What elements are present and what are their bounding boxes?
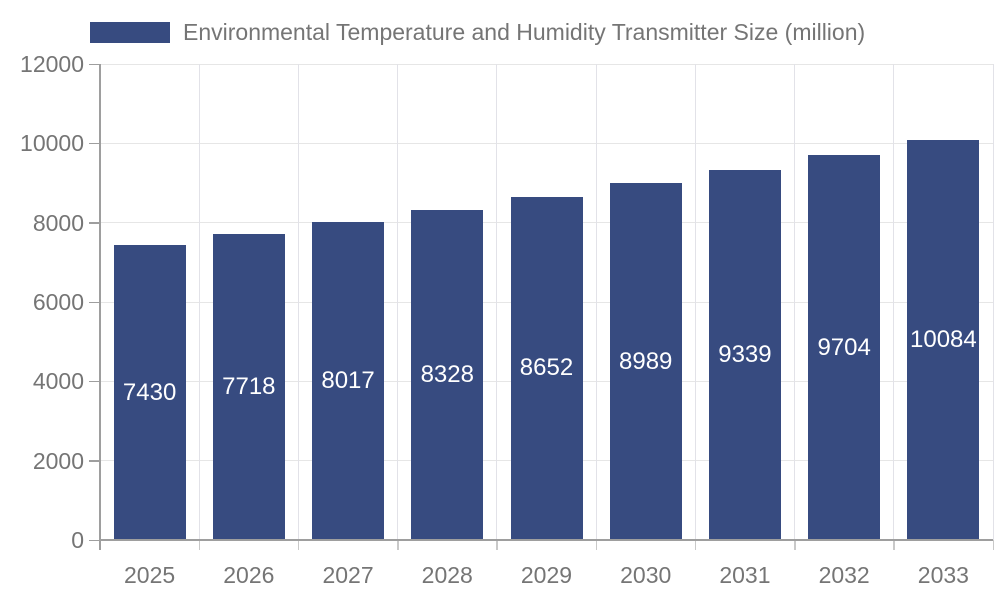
legend-label: Environmental Temperature and Humidity T… <box>183 19 866 45</box>
bar <box>907 140 980 540</box>
category-separator-line <box>496 64 498 540</box>
legend-item[interactable]: Environmental Temperature and Humidity T… <box>90 16 865 48</box>
y-axis-tick <box>89 460 100 462</box>
category-separator-line <box>297 64 299 540</box>
category-separator-line <box>992 64 994 540</box>
y-gridline <box>100 142 993 144</box>
category-separator-line <box>595 64 597 540</box>
x-axis-tick-label: 2029 <box>520 562 573 588</box>
bar-value-label: 8328 <box>420 360 474 388</box>
y-axis-tick <box>89 222 100 224</box>
bar <box>510 196 583 540</box>
y-axis-tick-label: 6000 <box>32 289 84 315</box>
y-axis-tick-label: 2000 <box>32 447 84 474</box>
bar-value-label: 8017 <box>321 366 375 394</box>
category-separator-line <box>694 64 696 540</box>
y-gridline <box>100 63 993 65</box>
category-separator-line <box>397 64 399 540</box>
x-axis-line <box>100 539 993 541</box>
y-axis-tick-label: 8000 <box>32 209 84 236</box>
bar <box>312 221 385 540</box>
x-axis-tick <box>397 540 399 550</box>
y-axis-tick-label: 4000 <box>32 368 84 395</box>
x-axis-tick-label: 2030 <box>620 562 672 588</box>
y-axis-tick <box>89 142 100 145</box>
bar-value-label: 7430 <box>122 378 177 406</box>
y-axis-tick-label: 12000 <box>20 51 84 77</box>
y-axis-tick <box>89 63 100 65</box>
x-axis-tick <box>297 540 300 550</box>
x-axis-tick-label: 2025 <box>124 562 176 588</box>
bar-value-label: 9339 <box>718 340 772 368</box>
bar-value-label: 9704 <box>817 333 871 361</box>
bar-value-label: 10084 <box>910 326 977 353</box>
legend-swatch <box>90 21 170 43</box>
bar-value-label: 8989 <box>619 347 673 375</box>
bar-value-label: 7718 <box>222 372 276 400</box>
x-axis-tick-label: 2026 <box>223 562 275 588</box>
x-axis-tick-label: 2027 <box>322 562 374 588</box>
y-axis-line <box>99 64 101 550</box>
bar <box>708 169 781 540</box>
category-separator-line <box>794 64 796 540</box>
x-axis-tick-label: 2032 <box>818 562 870 588</box>
y-axis-tick-label: 10000 <box>20 130 84 157</box>
bar <box>212 233 285 540</box>
bar <box>609 183 682 540</box>
y-axis-tick <box>89 539 100 541</box>
x-axis-tick <box>992 540 994 550</box>
x-axis-tick <box>496 540 498 550</box>
y-axis-tick <box>89 380 100 383</box>
bar <box>113 245 186 540</box>
bar-value-label: 8652 <box>519 354 574 382</box>
x-axis-tick <box>595 540 598 550</box>
x-axis-tick <box>794 540 796 550</box>
x-axis-tick <box>893 540 895 550</box>
bar <box>411 209 484 540</box>
x-axis-tick-label: 2031 <box>719 562 771 588</box>
category-separator-line <box>893 64 895 540</box>
bar <box>808 155 881 540</box>
x-axis-tick <box>694 540 697 550</box>
x-axis-tick-label: 2028 <box>421 562 473 588</box>
category-separator-line <box>198 64 200 540</box>
y-axis-tick <box>89 301 100 303</box>
y-axis-tick-label: 0 <box>71 527 84 553</box>
x-axis-tick <box>198 540 201 550</box>
x-axis-tick-label: 2033 <box>917 562 969 588</box>
